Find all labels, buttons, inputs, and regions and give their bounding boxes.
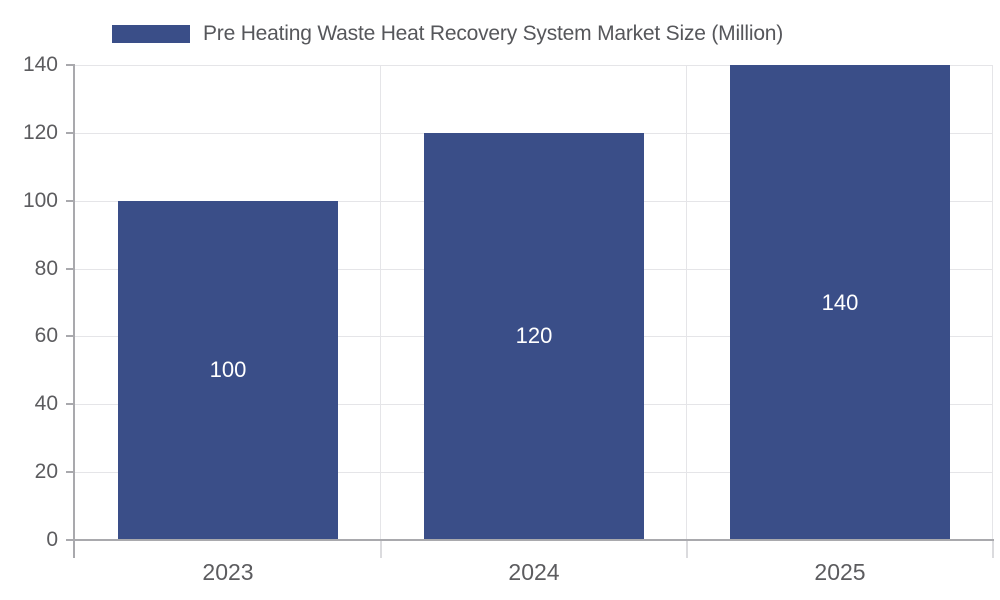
bar-2023[interactable]: 100 — [117, 200, 339, 540]
plot-right-border — [992, 65, 993, 540]
y-axis-tick-20 — [66, 471, 75, 474]
y-axis-label-0: 0 — [46, 528, 58, 551]
y-axis-tick-80 — [66, 267, 75, 270]
y-axis-label-40: 40 — [34, 392, 58, 416]
y-axis-label-20: 20 — [34, 460, 58, 484]
y-axis-label-80: 80 — [34, 256, 58, 280]
bar-2024[interactable]: 120 — [423, 132, 645, 540]
x-axis-label-2024: 2024 — [508, 559, 560, 585]
x-axis-label-2023: 2023 — [202, 559, 254, 585]
gridline-vertical-2 — [685, 65, 687, 540]
legend-swatch — [112, 25, 190, 43]
legend-label: Pre Heating Waste Heat Recovery System M… — [203, 22, 784, 45]
y-axis-label-140: 140 — [22, 53, 58, 76]
x-axis-line — [73, 539, 994, 541]
gridline-vertical-1 — [379, 65, 381, 540]
x-axis-tick-1 — [380, 541, 382, 558]
gridline-horizontal-140 — [75, 65, 993, 66]
bar-2025[interactable]: 140 — [729, 65, 951, 540]
bar-value-label-2025: 140 — [821, 289, 859, 315]
plot-area: 100 120 140 — [75, 65, 993, 540]
y-axis-tick-100 — [66, 199, 75, 202]
x-axis-tick-3 — [992, 541, 994, 558]
y-axis-tick-0 — [66, 539, 75, 541]
y-axis-tick-140 — [66, 64, 75, 66]
y-axis-tick-120 — [66, 131, 75, 134]
y-axis-label-60: 60 — [34, 324, 58, 348]
y-axis-tick-40 — [66, 403, 75, 406]
y-axis-tick-60 — [66, 335, 75, 338]
y-axis-label-120: 120 — [22, 120, 58, 144]
bar-value-label-2024: 120 — [515, 323, 553, 349]
x-axis-label-2025: 2025 — [814, 559, 866, 585]
y-axis-label-100: 100 — [22, 188, 58, 212]
x-axis-tick-2 — [686, 541, 688, 558]
y-axis-line — [73, 65, 75, 558]
bar-value-label-2023: 100 — [209, 357, 247, 383]
legend[interactable]: Pre Heating Waste Heat Recovery System M… — [112, 20, 783, 48]
